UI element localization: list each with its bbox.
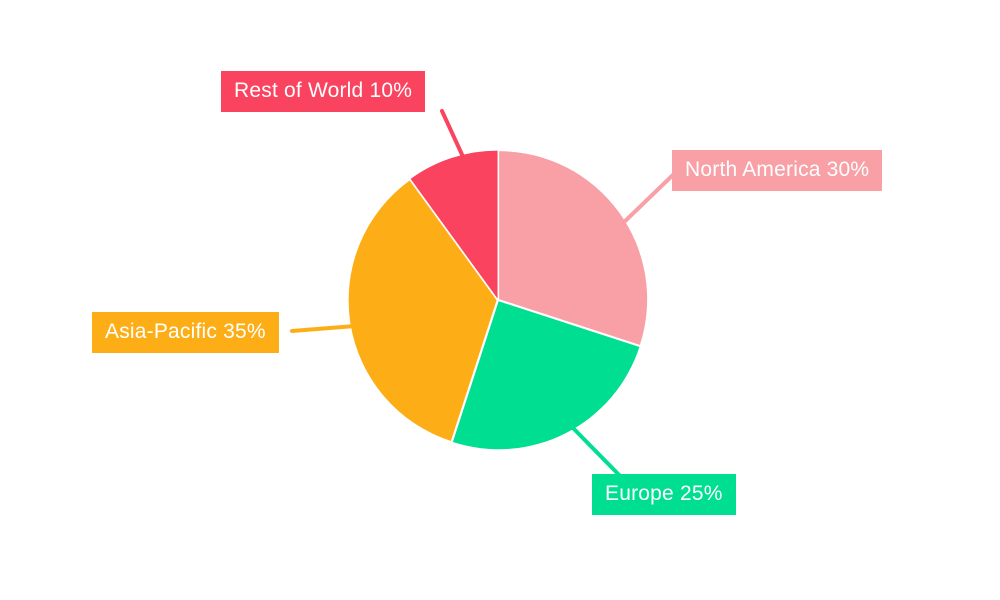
pie-slice-rest-of-world[interactable] bbox=[410, 150, 498, 299]
pie-label-rest-of-world-text: Rest of World 10% bbox=[234, 79, 413, 102]
pie-label-north-america-text: North America 30% bbox=[685, 158, 870, 181]
pie-slice-europe[interactable] bbox=[452, 301, 640, 450]
pie-label-europe[interactable]: Europe 25% bbox=[592, 474, 736, 515]
leader-line-europe bbox=[571, 426, 628, 484]
pie-slice-asia-pacific[interactable] bbox=[348, 180, 497, 441]
pie-label-north-america[interactable]: North America 30% bbox=[672, 150, 883, 191]
pie-label-asia-pacific[interactable]: Asia-Pacific 35% bbox=[92, 312, 279, 353]
pie-label-asia-pacific-text: Asia-Pacific 35% bbox=[105, 320, 266, 343]
leader-line-north-america bbox=[618, 170, 678, 228]
pie-label-rest-of-world[interactable]: Rest of World 10% bbox=[221, 71, 426, 112]
leader-line-asia-pacific bbox=[290, 324, 357, 333]
pie-label-europe-text: Europe 25% bbox=[605, 482, 723, 505]
pie-slice-north-america[interactable] bbox=[499, 151, 648, 345]
pie-wedges bbox=[348, 150, 648, 450]
